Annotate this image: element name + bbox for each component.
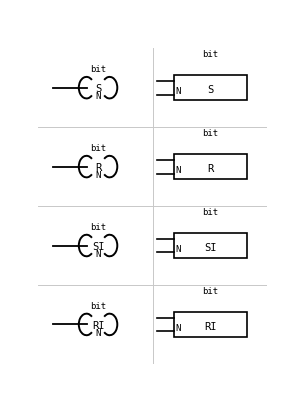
- Text: N: N: [176, 245, 181, 254]
- Text: N: N: [176, 323, 181, 332]
- Text: bit: bit: [202, 208, 218, 217]
- Text: R: R: [95, 163, 101, 173]
- Text: bit: bit: [90, 222, 106, 231]
- Text: bit: bit: [202, 129, 218, 138]
- Text: bit: bit: [202, 286, 218, 295]
- Text: bit: bit: [90, 65, 106, 74]
- Bar: [173, 312, 247, 337]
- Text: N: N: [176, 87, 181, 96]
- Text: N: N: [95, 249, 101, 258]
- Text: bit: bit: [202, 50, 218, 59]
- Text: N: N: [95, 92, 101, 101]
- Text: N: N: [95, 328, 101, 337]
- Text: RI: RI: [92, 320, 104, 330]
- Text: bit: bit: [90, 301, 106, 310]
- Text: S: S: [207, 85, 214, 95]
- Text: bit: bit: [90, 144, 106, 153]
- Text: RI: RI: [204, 321, 217, 331]
- Bar: [173, 155, 247, 180]
- Bar: [173, 76, 247, 101]
- Bar: [173, 234, 247, 258]
- Text: SI: SI: [92, 242, 104, 252]
- Text: R: R: [207, 164, 214, 174]
- Text: S: S: [95, 84, 101, 94]
- Text: N: N: [95, 171, 101, 180]
- Text: N: N: [176, 166, 181, 175]
- Text: SI: SI: [204, 243, 217, 252]
